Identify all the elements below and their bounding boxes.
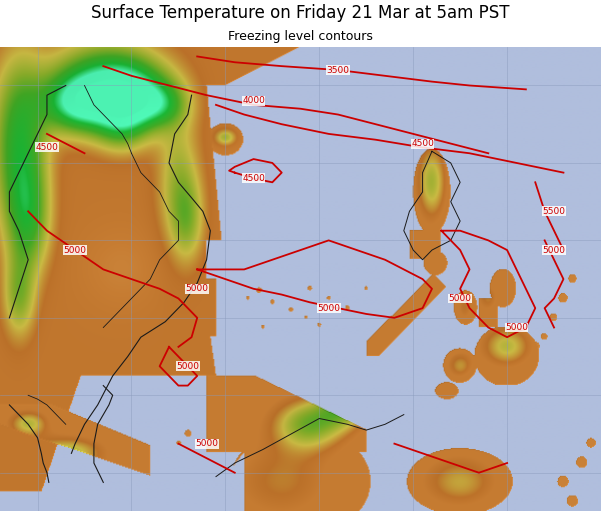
Text: Freezing level contours: Freezing level contours [228, 30, 373, 43]
Text: 5000: 5000 [195, 439, 218, 448]
Text: 5000: 5000 [543, 246, 566, 254]
Text: 4000: 4000 [242, 97, 265, 105]
Text: 5000: 5000 [176, 362, 200, 371]
Text: 5000: 5000 [317, 304, 340, 313]
Text: 5000: 5000 [448, 294, 472, 303]
Text: 4500: 4500 [242, 174, 265, 183]
Text: 5000: 5000 [64, 246, 87, 254]
Text: 5000: 5000 [505, 323, 528, 332]
Text: 4500: 4500 [35, 143, 58, 152]
Text: 4500: 4500 [411, 139, 434, 148]
Text: Surface Temperature on Friday 21 Mar at 5am PST: Surface Temperature on Friday 21 Mar at … [91, 4, 510, 22]
Text: 5000: 5000 [186, 284, 209, 293]
Text: 5500: 5500 [543, 207, 566, 216]
Text: 3500: 3500 [326, 65, 350, 75]
